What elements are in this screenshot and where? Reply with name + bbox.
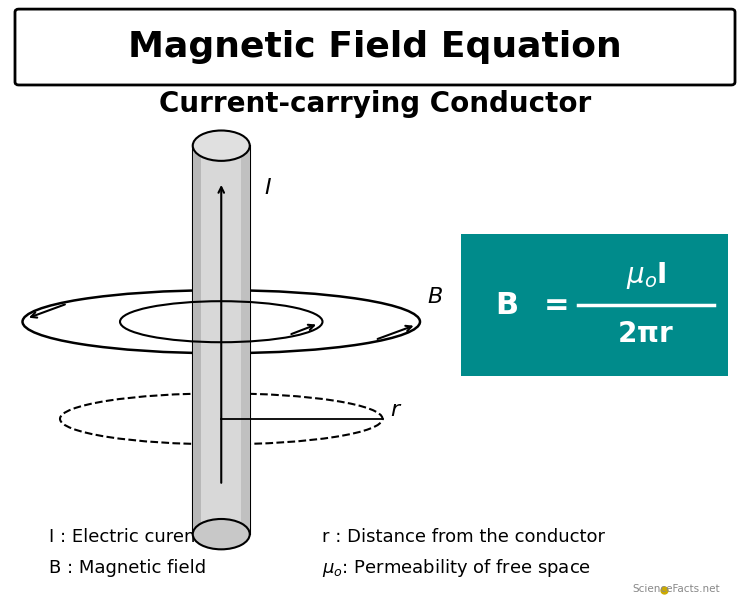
Ellipse shape [193, 131, 250, 161]
Text: ScienceFacts.net: ScienceFacts.net [632, 584, 720, 594]
Text: r : Distance from the conductor: r : Distance from the conductor [322, 528, 605, 546]
Text: I : Electric curent: I : Electric curent [49, 528, 202, 546]
Text: $\mu_o\mathbf{I}$: $\mu_o\mathbf{I}$ [626, 260, 666, 291]
Text: $\mu_o$: Permeability of free space: $\mu_o$: Permeability of free space [322, 557, 592, 578]
Text: I: I [265, 178, 272, 198]
Text: B: B [427, 288, 442, 307]
Text: r: r [390, 400, 399, 419]
FancyBboxPatch shape [15, 9, 735, 85]
Text: B : Magnetic field: B : Magnetic field [49, 558, 206, 577]
Text: Current-carrying Conductor: Current-carrying Conductor [159, 90, 591, 118]
Bar [461, 234, 728, 376]
Text: $\mathbf{2\pi r}$: $\mathbf{2\pi r}$ [617, 320, 674, 348]
Bar [242, 146, 250, 534]
Bar [193, 146, 250, 534]
Bar [193, 146, 201, 534]
Text: Magnetic Field Equation: Magnetic Field Equation [128, 30, 622, 64]
Text: $\mathbf{B}$  $\mathbf{=}$: $\mathbf{B}$ $\mathbf{=}$ [495, 291, 568, 319]
Ellipse shape [193, 519, 250, 549]
